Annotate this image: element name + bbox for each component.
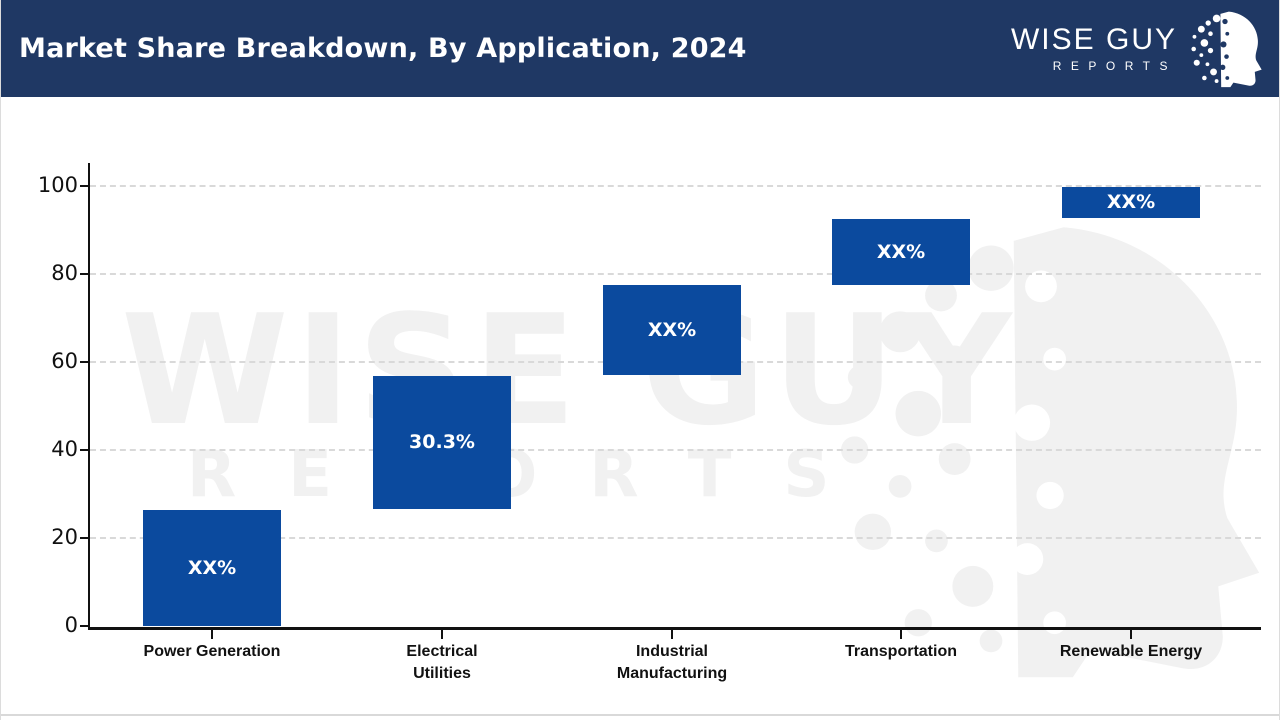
category-label-electrical-utilities: Electrical Utilities bbox=[406, 643, 478, 682]
y-tick-80 bbox=[80, 273, 88, 275]
brand-wordmark: WISE GUY REPORTS bbox=[1010, 23, 1177, 73]
y-tick-label-20: 20 bbox=[51, 525, 78, 549]
watermark-head-icon bbox=[841, 227, 1260, 678]
gridline-20 bbox=[90, 537, 1261, 539]
x-axis-line bbox=[88, 627, 1261, 630]
y-tick-40 bbox=[80, 449, 88, 451]
page-title: Market Share Breakdown, By Application, … bbox=[19, 33, 747, 64]
y-tick-100 bbox=[80, 185, 88, 187]
category-label-transportation: Transportation bbox=[844, 643, 957, 660]
y-tick-label-40: 40 bbox=[51, 437, 78, 461]
bar-label-transportation: XX% bbox=[876, 241, 926, 264]
bar-power-generation: XX% bbox=[143, 509, 281, 626]
y-tick-0 bbox=[80, 625, 88, 627]
gridline-80 bbox=[90, 273, 1261, 275]
header-bar: Market Share Breakdown, By Application, … bbox=[1, 0, 1279, 97]
brand-head-icon bbox=[1191, 11, 1262, 87]
brand-logo: WISE GUY REPORTS bbox=[1011, 9, 1267, 89]
brand-name: WISE GUY bbox=[1010, 23, 1177, 56]
category-label-industrial-manufacturing: Industrial Manufacturing bbox=[616, 643, 728, 682]
y-tick-label-60: 60 bbox=[51, 349, 78, 373]
y-tick-60 bbox=[80, 361, 88, 363]
y-tick-label-80: 80 bbox=[51, 261, 78, 285]
bar-industrial-manufacturing: XX% bbox=[603, 285, 741, 375]
gridline-40 bbox=[90, 449, 1261, 451]
bottom-divider bbox=[1, 714, 1279, 716]
y-tick-label-0: 0 bbox=[64, 613, 78, 637]
category-label-power-generation: Power Generation bbox=[143, 643, 281, 660]
x-tick-industrial-manufacturing bbox=[671, 630, 673, 639]
category-label-renewable-energy: Renewable Energy bbox=[1059, 643, 1203, 660]
y-axis-line bbox=[88, 163, 90, 629]
y-tick-label-100: 100 bbox=[37, 173, 78, 197]
bar-label-power-generation: XX% bbox=[187, 556, 237, 579]
bar-transportation: XX% bbox=[832, 219, 970, 285]
bar-electrical-utilities: 30.3% bbox=[373, 375, 511, 509]
x-tick-electrical-utilities bbox=[441, 630, 443, 639]
x-tick-power-generation bbox=[211, 630, 213, 639]
brand-subtitle: REPORTS bbox=[1052, 59, 1177, 73]
bar-label-renewable-energy: XX% bbox=[1106, 191, 1156, 214]
x-tick-transportation bbox=[900, 630, 902, 639]
gridline-100 bbox=[90, 185, 1261, 187]
bar-renewable-energy: XX% bbox=[1062, 186, 1200, 219]
bar-label-electrical-utilities: 30.3% bbox=[409, 431, 475, 454]
bar-label-industrial-manufacturing: XX% bbox=[647, 319, 697, 342]
y-tick-20 bbox=[80, 537, 88, 539]
x-tick-renewable-energy bbox=[1130, 630, 1132, 639]
